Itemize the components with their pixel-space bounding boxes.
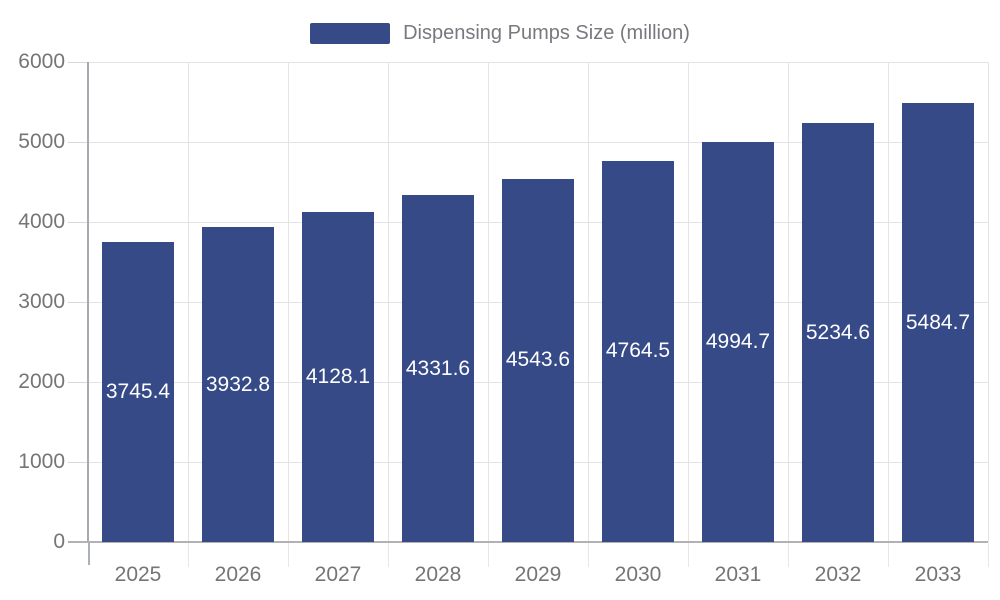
x-tick-label: 2033 bbox=[914, 563, 962, 586]
bar[interactable] bbox=[502, 178, 574, 542]
x-axis-tick bbox=[487, 543, 489, 567]
x-axis-tick bbox=[287, 543, 289, 567]
legend-swatch bbox=[310, 22, 391, 44]
x-axis-tick bbox=[787, 543, 789, 567]
bar[interactable] bbox=[202, 227, 274, 542]
y-axis-line bbox=[87, 62, 89, 542]
y-axis-tick bbox=[68, 221, 88, 223]
bar[interactable] bbox=[302, 211, 374, 542]
x-tick-label: 2025 bbox=[114, 563, 162, 586]
y-tick-label: 1000 bbox=[18, 450, 65, 473]
x-tick-label: 2028 bbox=[414, 563, 462, 586]
x-axis-tick bbox=[987, 543, 989, 567]
x-axis-tick bbox=[387, 543, 389, 567]
bar[interactable] bbox=[902, 103, 974, 542]
bar[interactable] bbox=[402, 195, 474, 542]
x-tick-label: 2031 bbox=[714, 563, 762, 586]
y-tick-label: 3000 bbox=[18, 290, 65, 313]
x-tick-label: 2027 bbox=[314, 563, 362, 586]
bar[interactable] bbox=[702, 142, 774, 542]
gridline-vertical bbox=[587, 62, 589, 542]
y-axis-tick bbox=[68, 301, 88, 303]
y-axis-tick bbox=[68, 461, 88, 463]
x-tick-label: 2032 bbox=[814, 563, 862, 586]
y-axis-tick bbox=[68, 141, 88, 143]
gridline-horizontal bbox=[88, 61, 988, 63]
x-axis-tick bbox=[687, 543, 689, 567]
x-axis-tick bbox=[87, 543, 90, 565]
gridline-vertical bbox=[287, 62, 289, 542]
bar[interactable] bbox=[802, 123, 874, 542]
gridline-vertical bbox=[387, 62, 389, 542]
x-axis-tick bbox=[887, 543, 889, 567]
x-axis-tick bbox=[187, 543, 189, 567]
gridline-vertical bbox=[187, 62, 189, 542]
y-tick-label: 4000 bbox=[18, 210, 65, 233]
gridline-vertical bbox=[987, 62, 989, 542]
legend[interactable]: Dispensing Pumps Size (million) bbox=[0, 18, 1000, 48]
legend-label: Dispensing Pumps Size (million) bbox=[403, 21, 690, 44]
bar[interactable] bbox=[602, 160, 674, 542]
gridline-vertical bbox=[787, 62, 789, 542]
y-tick-label: 2000 bbox=[18, 370, 65, 393]
y-tick-label: 6000 bbox=[18, 50, 65, 73]
bar[interactable] bbox=[102, 242, 174, 542]
x-axis-line bbox=[68, 541, 988, 543]
gridline-vertical bbox=[687, 62, 689, 542]
y-axis-tick bbox=[68, 381, 88, 383]
x-tick-label: 2030 bbox=[614, 563, 662, 586]
x-axis-tick bbox=[587, 543, 589, 567]
gridline-vertical bbox=[487, 62, 489, 542]
gridline-vertical bbox=[887, 62, 889, 542]
x-tick-label: 2026 bbox=[214, 563, 262, 586]
x-tick-label: 2029 bbox=[514, 563, 562, 586]
y-tick-label: 5000 bbox=[18, 130, 65, 153]
gridline-horizontal bbox=[88, 141, 988, 143]
y-tick-label: 0 bbox=[53, 530, 65, 553]
y-axis-tick bbox=[68, 61, 88, 63]
